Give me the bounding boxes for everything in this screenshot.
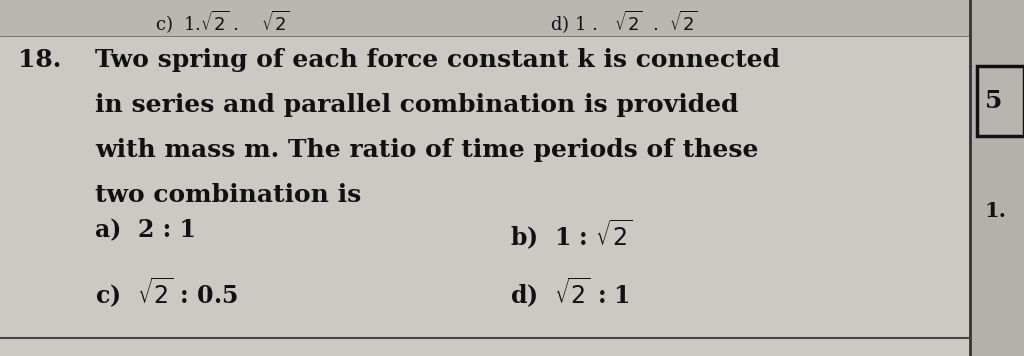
Text: a)  2 : 1: a) 2 : 1 <box>95 218 196 242</box>
Bar <box>977 66 1024 136</box>
Text: with mass m. The ratio of time periods of these: with mass m. The ratio of time periods o… <box>95 138 759 162</box>
Text: d)  $\sqrt{2}$ : 1: d) $\sqrt{2}$ : 1 <box>510 276 630 310</box>
Text: Two spring of each force constant k is connected: Two spring of each force constant k is c… <box>95 48 780 72</box>
Text: in series and parallel combination is provided: in series and parallel combination is pr… <box>95 93 738 117</box>
Bar <box>0 0 970 36</box>
Text: 18.: 18. <box>18 48 61 72</box>
Bar <box>970 0 1024 356</box>
Text: 5: 5 <box>985 89 1002 113</box>
Text: 1.: 1. <box>984 201 1006 221</box>
Text: d) 1 .   $\sqrt{2}$  .  $\sqrt{2}$: d) 1 . $\sqrt{2}$ . $\sqrt{2}$ <box>550 8 697 35</box>
Text: c)  1.$\sqrt{2}$ .    $\sqrt{2}$: c) 1.$\sqrt{2}$ . $\sqrt{2}$ <box>155 8 290 35</box>
Text: b)  1 : $\sqrt{2}$: b) 1 : $\sqrt{2}$ <box>510 218 633 252</box>
Text: c)  $\sqrt{2}$ : 0.5: c) $\sqrt{2}$ : 0.5 <box>95 276 239 310</box>
Text: two combination is: two combination is <box>95 183 361 207</box>
